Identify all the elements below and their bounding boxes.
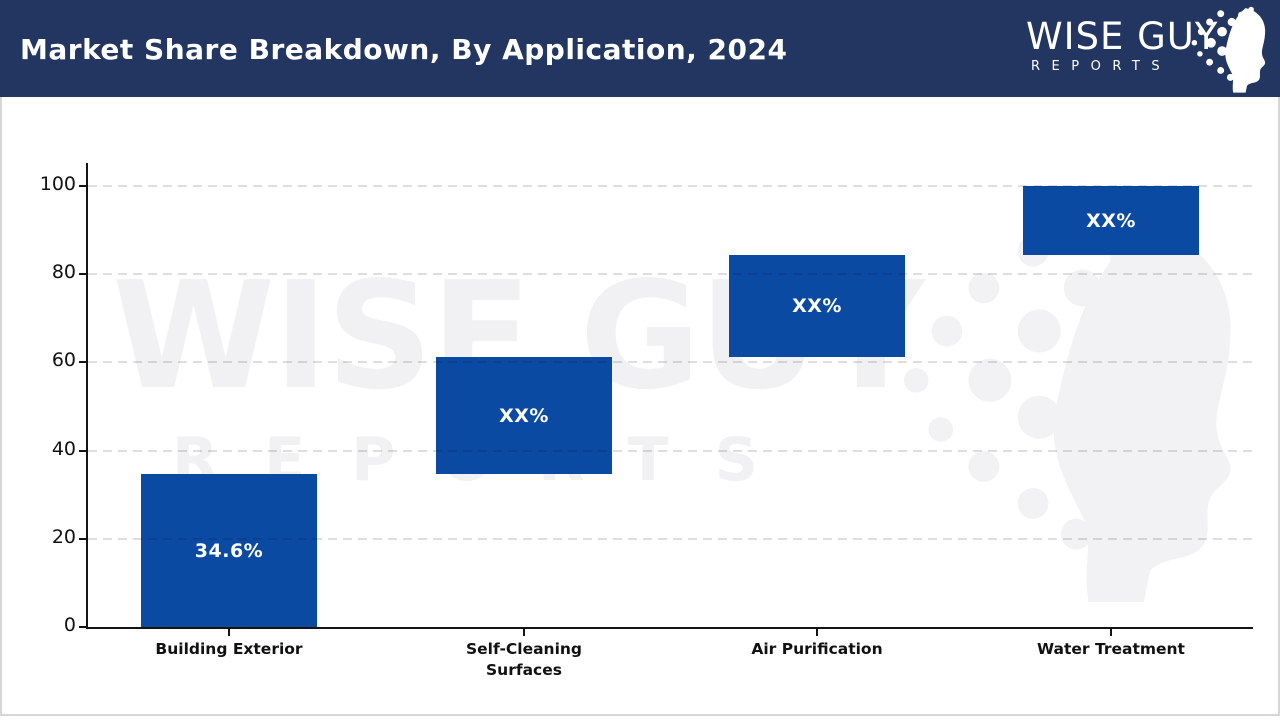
gridline [88,537,1253,540]
x-axis-line [86,627,1253,629]
page-border-left [0,97,2,716]
y-axis-tick-label: 40 [51,437,76,460]
page-border-bottom [0,714,1280,716]
x-axis-tick-mark [228,629,230,636]
x-axis-tick-mark [523,629,525,636]
x-axis-label-building-exterior: Building Exterior [155,640,303,658]
y-axis-tick-label: 100 [39,173,76,195]
header-bar: Market Share Breakdown, By Application, … [0,0,1280,97]
y-axis-tick-mark [79,185,88,187]
bar-water-treatment: XX% [1023,186,1199,256]
y-axis-tick-label: 60 [51,349,76,372]
logo-wiseguy-text: WISE GUY [1026,15,1219,58]
y-axis-tick-mark [79,626,88,628]
y-axis-tick-mark [79,361,88,364]
gridline [88,449,1253,452]
y-axis-line [86,163,88,629]
y-axis-tick-label: 80 [51,261,76,284]
watermark-face-dots-logo [903,220,1231,602]
x-axis-label-water-treatment: Water Treatment [1037,640,1185,658]
y-axis-tick-label: 20 [51,525,76,548]
chart-title: Market Share Breakdown, By Application, … [20,33,788,66]
x-axis-tick-mark [1110,629,1112,636]
bar-self-cleaning-surfaces: XX% [436,357,612,475]
logo-reports-text: REPORTS [1031,59,1172,74]
bar-building-exterior: 34.6% [141,474,317,627]
x-axis-tick-mark [816,629,818,636]
y-axis-tick-mark [79,449,88,452]
y-axis-tick-label: 0 [63,614,76,636]
logo-face-dots-icon [1191,6,1266,93]
gridline [88,185,1253,187]
bar-value-label: XX% [499,404,549,427]
bar-value-label: XX% [792,295,842,318]
gridline [88,361,1253,364]
bar-air-purification: XX% [729,255,905,358]
y-axis-tick-mark [79,273,88,276]
x-axis-label-air-purification: Air Purification [751,640,883,658]
wise-guy-reports-logo: WISE GUY REPORTS [1006,4,1268,94]
y-axis-tick-mark [79,537,88,540]
bar-value-label: 34.6% [194,539,264,562]
x-axis-label-self-cleaning-surfaces: Self-Cleaning Surfaces [465,640,583,679]
bar-value-label: XX% [1086,209,1136,232]
page-border-right [1278,97,1280,716]
gridline [88,273,1253,276]
